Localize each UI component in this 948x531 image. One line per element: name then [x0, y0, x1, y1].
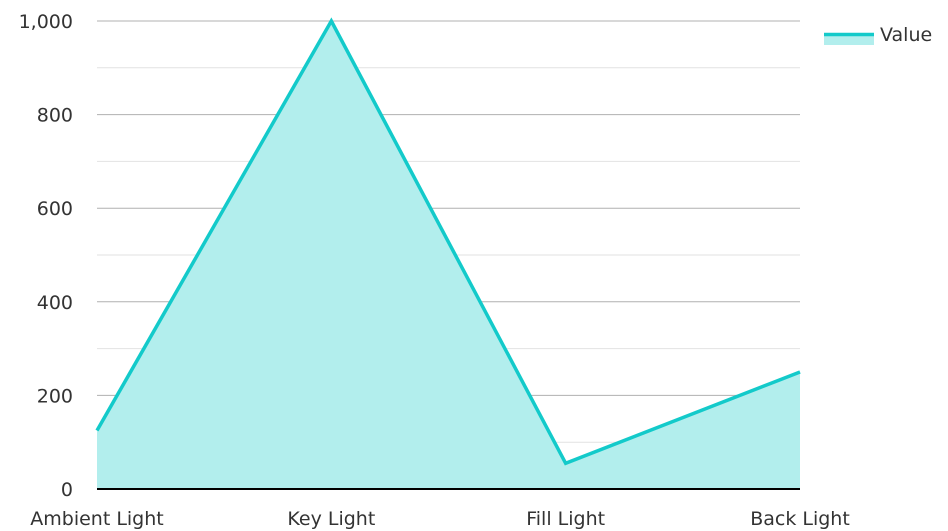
y-tick-label: 600 [37, 198, 73, 220]
legend: Value [824, 24, 932, 46]
plot-area [95, 17, 801, 489]
y-tick-label: 800 [37, 105, 73, 127]
area-fill [97, 21, 800, 489]
x-tick-label: Key Light [287, 508, 375, 530]
x-tick-label: Back Light [750, 508, 850, 530]
y-tick-label: 200 [37, 385, 73, 407]
legend-label: Value [880, 24, 932, 46]
y-tick-label: 1,000 [19, 11, 73, 33]
y-tick-label: 0 [61, 479, 73, 501]
x-tick-label: Ambient Light [30, 508, 163, 530]
x-tick-label: Fill Light [526, 508, 605, 530]
axes: 0 200 400 600 800 1,000 Ambient Light Key Light… [19, 11, 850, 530]
y-tick-label: 400 [37, 292, 73, 314]
series-line [95, 17, 801, 466]
